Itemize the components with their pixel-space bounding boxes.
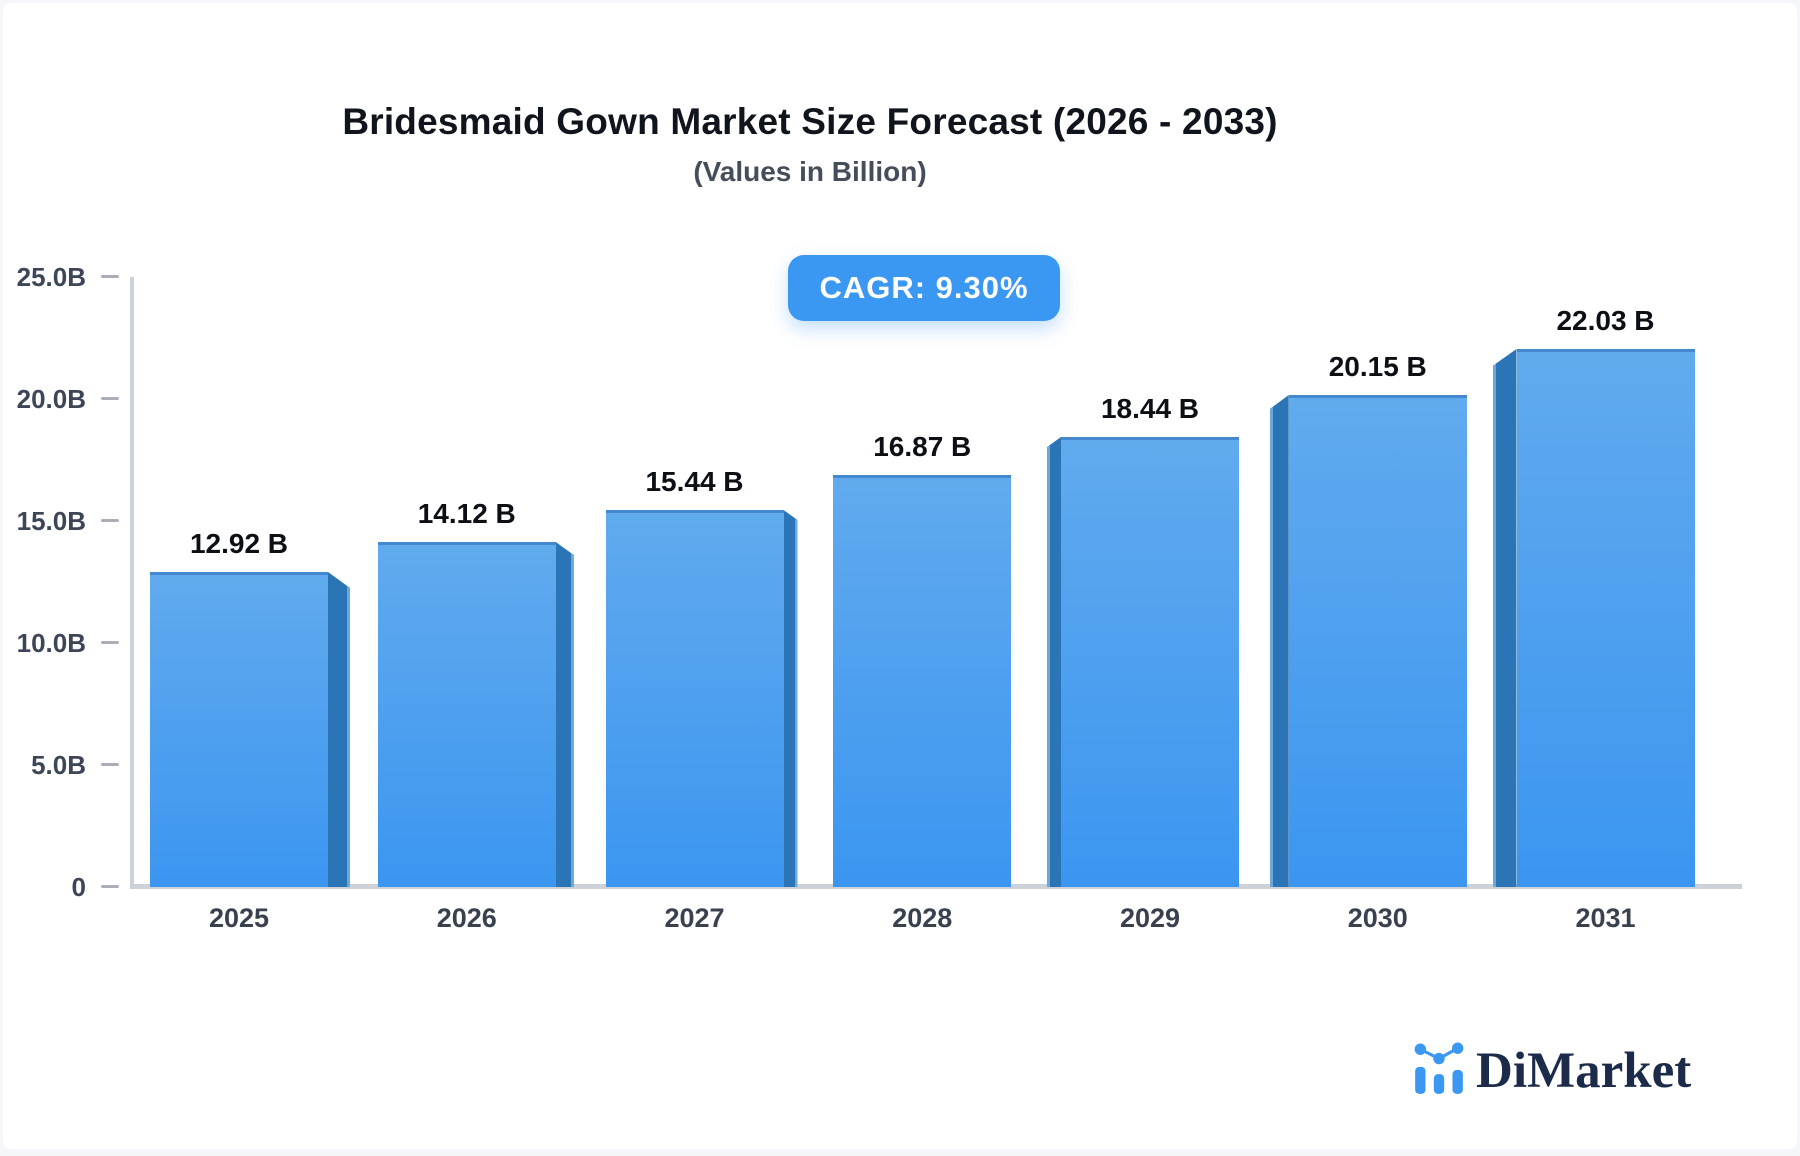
bar-3d-side xyxy=(555,542,574,887)
y-tick-label: 20.0B xyxy=(16,384,86,414)
bar-3d-side xyxy=(783,510,798,887)
bar-3d-side xyxy=(328,572,350,887)
y-tick-label: 5.0B xyxy=(31,750,86,780)
bar-value-label: 18.44 B xyxy=(1100,393,1200,424)
y-tick-label: 25.0B xyxy=(16,262,86,292)
y-tick-mark xyxy=(101,763,119,766)
bar-value-label: 20.15 B xyxy=(1328,351,1427,382)
x-axis-category-label: 2031 xyxy=(1575,903,1636,933)
brand-logo: DiMarket xyxy=(1412,1038,1691,1098)
y-tick-mark xyxy=(101,519,119,522)
y-tick-mark xyxy=(101,275,119,278)
y-tick-mark xyxy=(101,885,119,888)
x-axis-category-label: 2026 xyxy=(436,903,497,933)
bar xyxy=(833,475,1012,887)
brand-logo-text: DiMarket xyxy=(1476,1043,1692,1099)
bar-3d-side xyxy=(1269,395,1289,887)
bar xyxy=(377,542,556,887)
y-tick-label: 0 xyxy=(71,872,86,902)
bar-3d-side xyxy=(1492,349,1517,887)
x-axis-category-label: 2028 xyxy=(892,903,953,933)
x-axis-category-label: 2030 xyxy=(1347,903,1408,933)
bar xyxy=(605,510,784,887)
x-axis-category-label: 2029 xyxy=(1119,903,1181,933)
bar-value-label: 14.12 B xyxy=(417,498,516,529)
bar xyxy=(150,572,328,887)
bar-3d-side xyxy=(1047,437,1061,887)
bar-value-label: 15.44 B xyxy=(645,466,744,497)
bar xyxy=(1288,395,1467,887)
bar-value-label: 22.03 B xyxy=(1556,305,1655,336)
bar-value-label: 16.87 B xyxy=(873,431,972,462)
dimarket-logo-icon xyxy=(1414,1042,1464,1094)
bar xyxy=(1061,437,1239,887)
cagr-badge-label: CAGR: 9.30% xyxy=(819,270,1029,305)
y-tick-label: 15.0B xyxy=(16,506,86,536)
cagr-badge: CAGR: 9.30% xyxy=(788,255,1060,321)
y-tick-mark xyxy=(101,397,119,400)
chart-title: Bridesmaid Gown Market Size Forecast (20… xyxy=(342,101,1278,142)
y-axis-line xyxy=(130,277,134,887)
y-tick-label: 10.0B xyxy=(16,628,86,658)
bar-value-label: 12.92 B xyxy=(189,528,289,559)
y-tick-mark xyxy=(101,641,119,644)
x-axis-category-label: 2027 xyxy=(664,903,725,933)
chart-subtitle: (Values in Billion) xyxy=(693,156,927,187)
bar xyxy=(1516,349,1695,887)
x-axis-category-label: 2025 xyxy=(208,903,270,933)
